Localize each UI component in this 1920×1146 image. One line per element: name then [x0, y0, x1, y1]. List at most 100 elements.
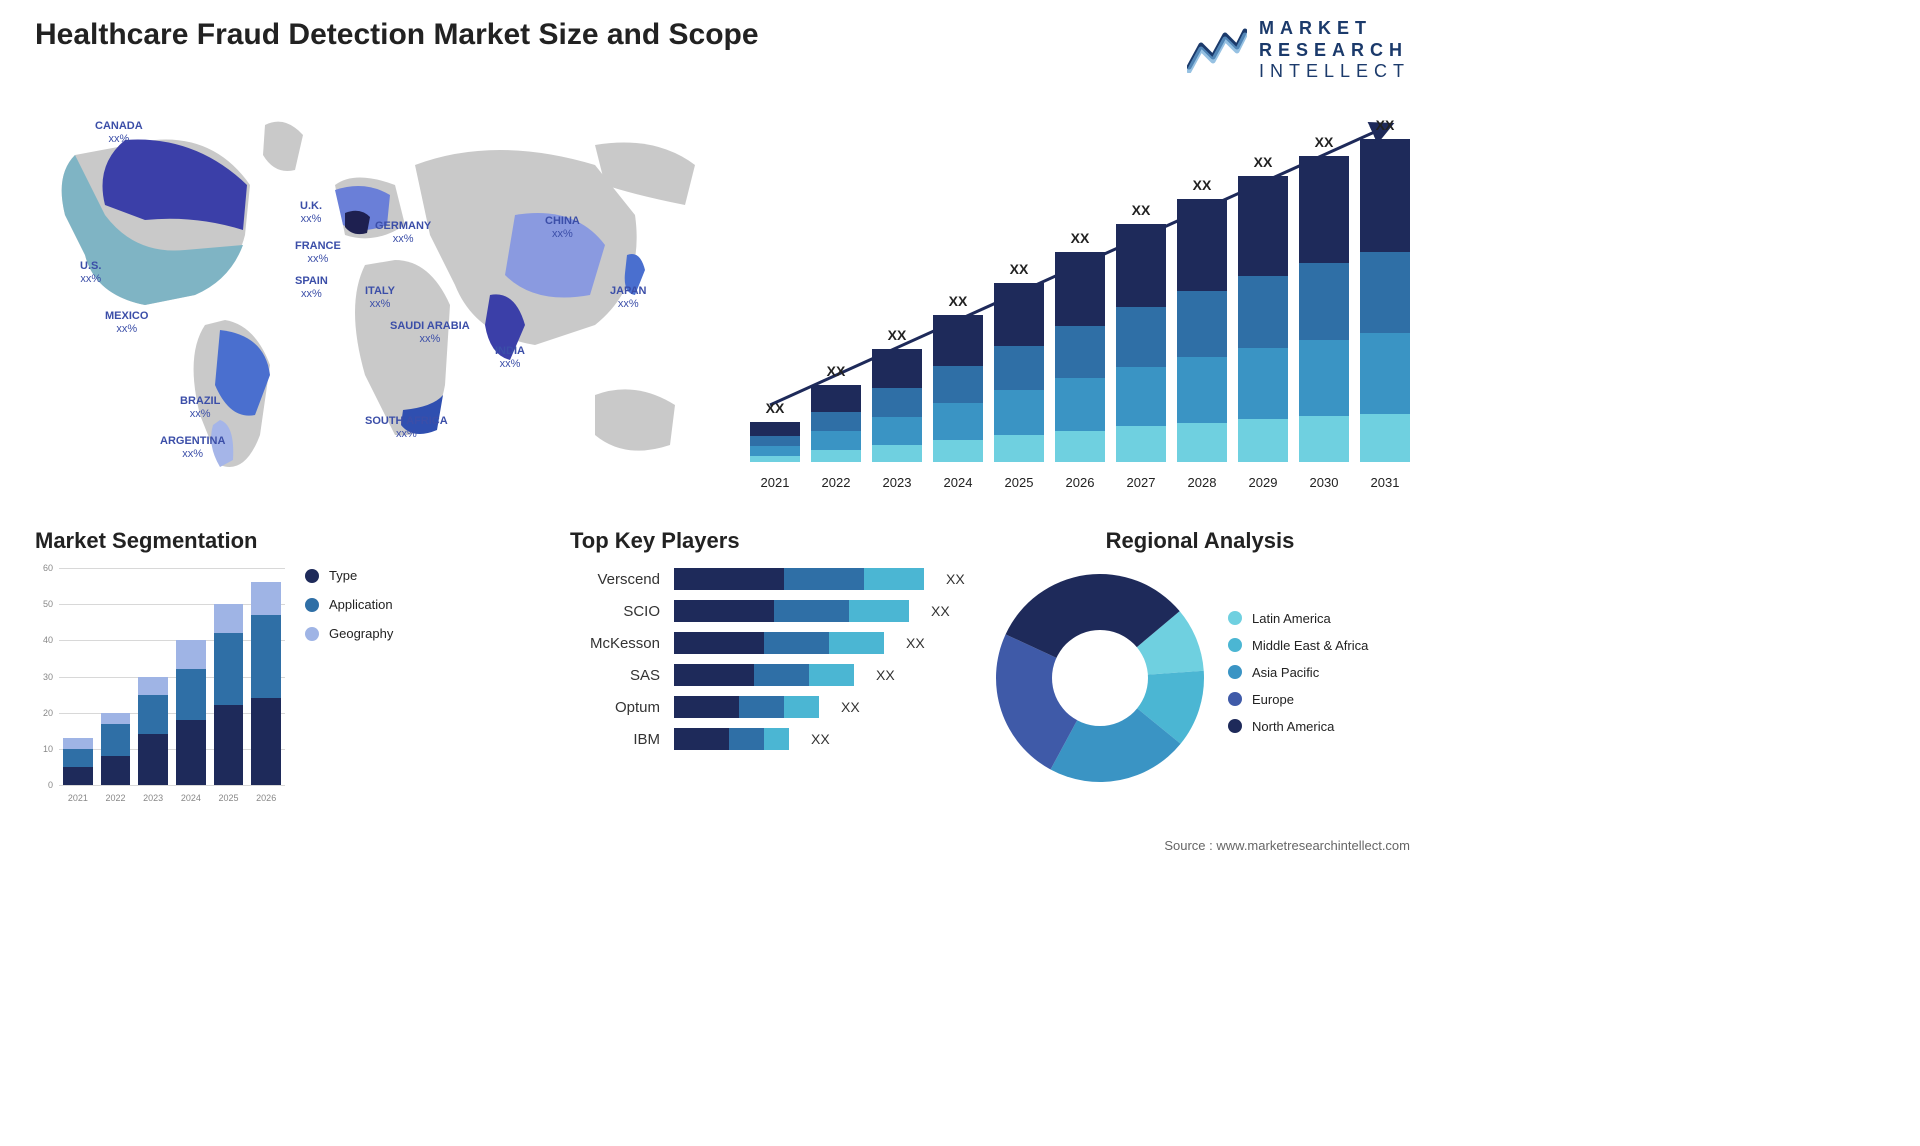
forecast-bar: XX	[1360, 117, 1410, 462]
player-name: SCIO	[570, 603, 660, 620]
forecast-value-label: XX	[1376, 117, 1395, 133]
regional-donut	[990, 568, 1210, 788]
player-bar	[674, 664, 854, 686]
legend-item: Asia Pacific	[1228, 665, 1368, 680]
player-bar	[674, 696, 819, 718]
seg-xlabel: 2026	[251, 793, 281, 803]
seg-ytick: 20	[43, 708, 53, 718]
forecast-value-label: XX	[766, 400, 785, 416]
player-name: Verscend	[570, 571, 660, 588]
player-name: SAS	[570, 667, 660, 684]
player-row: SCIO XX	[570, 600, 970, 622]
seg-bar	[214, 604, 244, 785]
forecast-xlabel: 2029	[1238, 475, 1288, 490]
seg-xlabel: 2025	[214, 793, 244, 803]
map-label: ITALYxx%	[365, 285, 395, 311]
forecast-value-label: XX	[1254, 154, 1273, 170]
map-label: ARGENTINAxx%	[160, 435, 225, 461]
players-chart: VerscendXXSCIOXXMcKessonXXSASXXOptumXXIB…	[570, 568, 970, 750]
logo-line2: RESEARCH	[1259, 40, 1410, 62]
logo-mark-icon	[1187, 27, 1247, 73]
player-bar	[674, 728, 789, 750]
seg-bar	[251, 582, 281, 785]
forecast-bar: XX	[1055, 230, 1105, 462]
player-name: McKesson	[570, 635, 660, 652]
forecast-xlabel: 2025	[994, 475, 1044, 490]
map-label: INDIAxx%	[495, 345, 525, 371]
legend-item: Geography	[305, 626, 393, 641]
player-name: Optum	[570, 699, 660, 716]
source-label: Source : www.marketresearchintellect.com	[1164, 838, 1410, 853]
map-label: GERMANYxx%	[375, 220, 431, 246]
seg-xlabel: 2022	[101, 793, 131, 803]
seg-xlabel: 2024	[176, 793, 206, 803]
forecast-value-label: XX	[888, 327, 907, 343]
player-name: IBM	[570, 731, 660, 748]
player-row: SAS XX	[570, 664, 970, 686]
forecast-value-label: XX	[1132, 202, 1151, 218]
player-bar	[674, 632, 884, 654]
forecast-bar: XX	[872, 327, 922, 462]
forecast-chart: XXXXXXXXXXXXXXXXXXXXXX 20212022202320242…	[750, 95, 1410, 490]
seg-ytick: 50	[43, 599, 53, 609]
player-value: XX	[946, 571, 965, 587]
player-row: McKessonXX	[570, 632, 970, 654]
forecast-xlabel: 2030	[1299, 475, 1349, 490]
forecast-bar: XX	[811, 363, 861, 462]
player-value: XX	[876, 667, 895, 683]
forecast-xlabel: 2031	[1360, 475, 1410, 490]
page-title: Healthcare Fraud Detection Market Size a…	[35, 18, 759, 52]
legend-item: North America	[1228, 719, 1368, 734]
player-bar	[674, 568, 924, 590]
seg-xlabel: 2023	[138, 793, 168, 803]
forecast-bar: XX	[1299, 134, 1349, 462]
player-value: XX	[931, 603, 950, 619]
forecast-xlabel: 2024	[933, 475, 983, 490]
world-map: CANADAxx%U.S.xx%MEXICOxx%BRAZILxx%ARGENT…	[35, 95, 715, 490]
forecast-bar: XX	[994, 261, 1044, 462]
map-label: SPAINxx%	[295, 275, 328, 301]
map-label: U.K.xx%	[300, 200, 322, 226]
legend-item: Europe	[1228, 692, 1368, 707]
forecast-xlabel: 2022	[811, 475, 861, 490]
players-panel: Top Key Players Verscend XX SCIO XX McKesson…	[570, 528, 970, 760]
seg-ytick: 0	[48, 780, 53, 790]
map-label: CANADAxx%	[95, 120, 143, 146]
map-label: BRAZILxx%	[180, 395, 220, 421]
forecast-bar: XX	[1116, 202, 1166, 462]
legend-item: Type	[305, 568, 393, 583]
legend-item: Application	[305, 597, 393, 612]
forecast-bar: XX	[1177, 177, 1227, 462]
forecast-value-label: XX	[949, 293, 968, 309]
seg-bar	[138, 677, 168, 785]
player-bar	[674, 600, 909, 622]
forecast-value-label: XX	[827, 363, 846, 379]
map-label: U.S.xx%	[80, 260, 101, 286]
player-value: XX	[841, 699, 860, 715]
map-label: JAPANxx%	[610, 285, 646, 311]
forecast-xlabel: 2023	[872, 475, 922, 490]
map-label: SOUTH AFRICAxx%	[365, 415, 448, 441]
player-row: IBM XX	[570, 728, 970, 750]
forecast-xlabel: 2026	[1055, 475, 1105, 490]
player-row: Verscend XX	[570, 568, 970, 590]
forecast-bar: XX	[933, 293, 983, 462]
brand-logo: MARKET RESEARCH INTELLECT	[1187, 18, 1410, 83]
player-row: Optum XX	[570, 696, 970, 718]
map-label: SAUDI ARABIAxx%	[390, 320, 470, 346]
map-label: FRANCExx%	[295, 240, 341, 266]
forecast-xlabel: 2028	[1177, 475, 1227, 490]
seg-xlabel: 2021	[63, 793, 93, 803]
forecast-xlabel: 2021	[750, 475, 800, 490]
forecast-xlabel: 2027	[1116, 475, 1166, 490]
legend-item: Middle East & Africa	[1228, 638, 1368, 653]
seg-ytick: 30	[43, 672, 53, 682]
players-title: Top Key Players	[570, 528, 970, 554]
map-label: CHINAxx%	[545, 215, 580, 241]
forecast-value-label: XX	[1315, 134, 1334, 150]
forecast-value-label: XX	[1193, 177, 1212, 193]
segmentation-title: Market Segmentation	[35, 528, 455, 554]
player-value: XX	[811, 731, 830, 747]
map-region-france	[345, 211, 370, 234]
segmentation-panel: Market Segmentation 0102030405060 202120…	[35, 528, 455, 803]
